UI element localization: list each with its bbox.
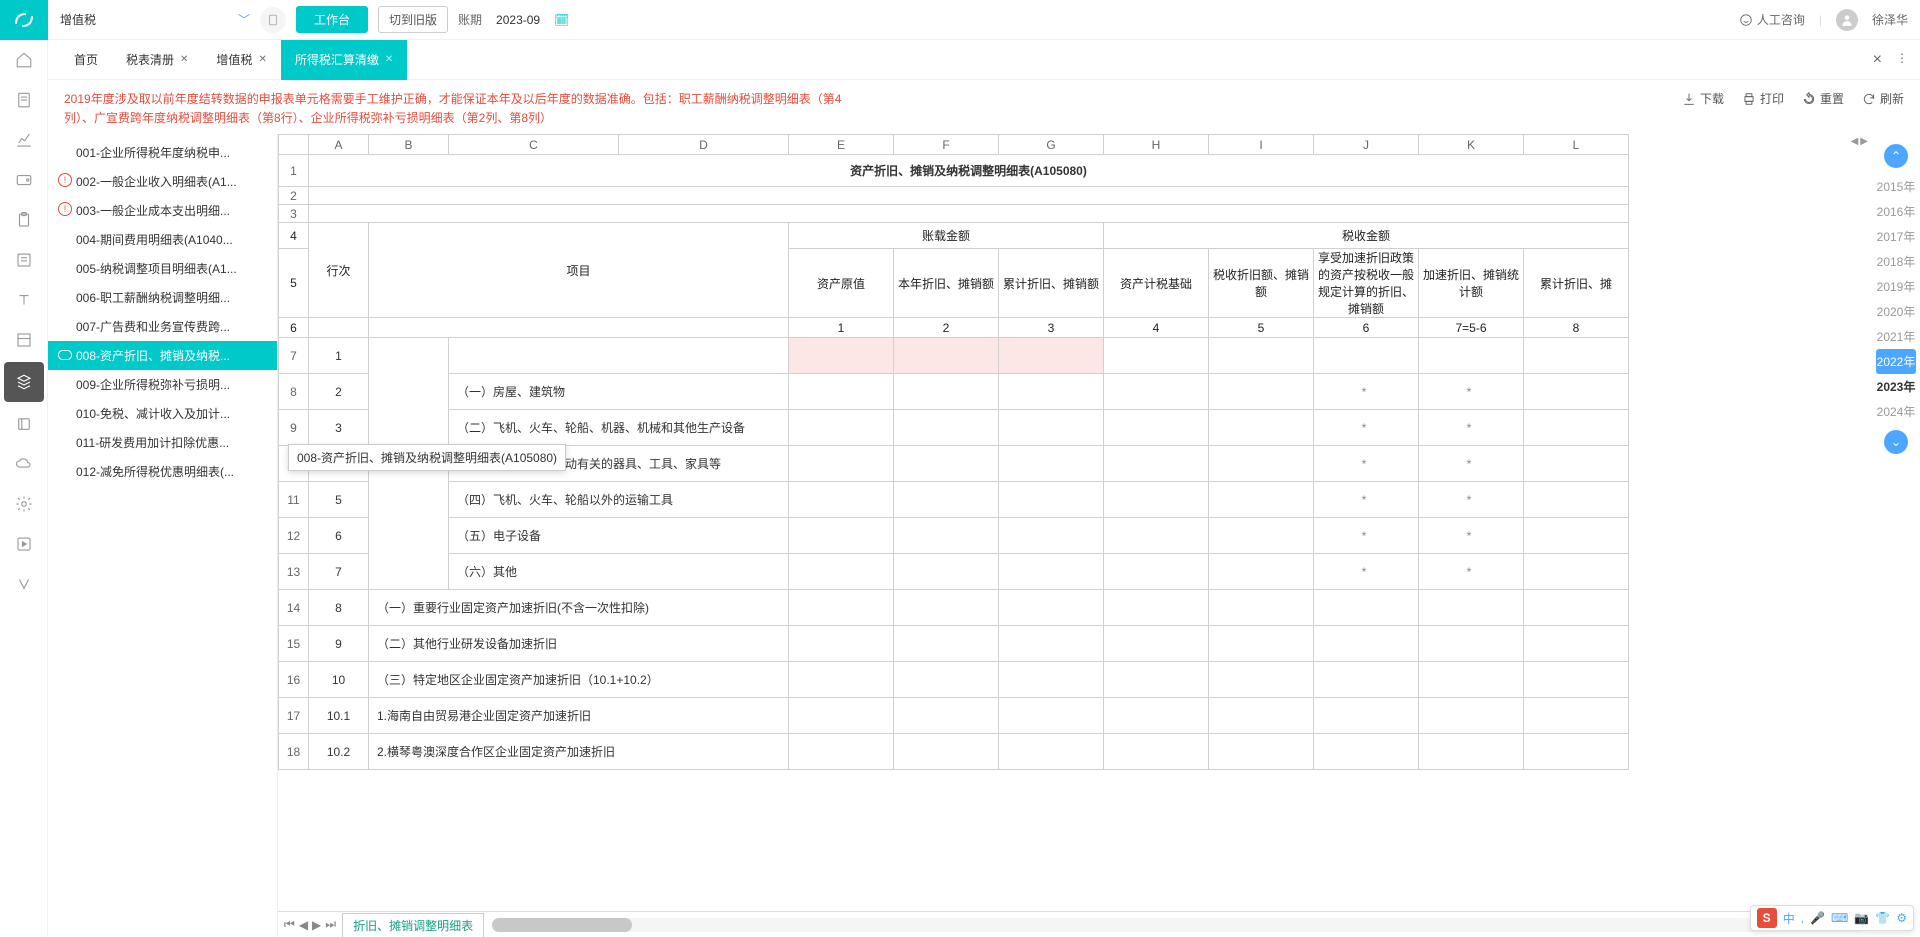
sheet-scroll-right-icon[interactable]: ▶ [1860,136,1868,147]
year-up-button[interactable]: ⌃ [1884,144,1908,168]
sheet-nav-last-icon[interactable]: ⏭ [325,917,336,932]
tab-income-tax[interactable]: 所得税汇算清缴✕ [281,40,407,80]
form-list-item[interactable]: 004-期间费用明细表(A1040... [48,225,277,254]
calendar-icon[interactable]: 🗓 [554,13,569,27]
sheet-scroll-left-icon[interactable]: ◀ [1851,136,1859,147]
nav-wallet-icon[interactable] [0,160,48,200]
year-down-button[interactable]: ⌄ [1884,430,1908,454]
ime-punct-button[interactable]: , [1801,911,1804,925]
tax-type-label: 增值税 [60,11,96,28]
form-list-item[interactable]: 003-一般企业成本支出明细... [48,196,277,225]
year-button[interactable]: 2022年 [1876,349,1916,374]
left-icon-sidebar [0,0,48,937]
form-list-item[interactable]: 005-纳税调整项目明细表(A1... [48,254,277,283]
nav-cloud-icon[interactable] [0,444,48,484]
tab-home[interactable]: 首页 [60,40,112,80]
tax-type-dropdown[interactable]: 增值税 ﹀ [60,11,250,28]
ime-voice-icon[interactable]: 🎤 [1810,911,1825,925]
close-icon[interactable]: ✕ [258,54,266,65]
consult-link[interactable]: 人工咨询 [1739,11,1805,28]
app-logo[interactable] [0,0,48,40]
ime-skin-icon[interactable]: 👕 [1875,911,1890,925]
tab-vat[interactable]: 增值税✕ [202,40,280,80]
year-button[interactable]: 2016年 [1876,199,1916,224]
form-list-item[interactable]: 010-免税、减计收入及加计... [48,399,277,428]
year-button[interactable]: 2017年 [1876,224,1916,249]
nav-receipt-icon[interactable] [0,240,48,280]
ime-logo-icon: S [1757,908,1777,928]
print-button[interactable]: 打印 [1742,90,1784,107]
close-icon[interactable]: ✕ [385,54,393,65]
ime-toolbar[interactable]: S 中 , 🎤 ⌨ 📷 👕 ⚙ [1750,905,1914,931]
nav-box-icon[interactable] [0,320,48,360]
ime-keyboard-icon[interactable]: ⌨ [1831,911,1848,925]
form-list-item[interactable]: 012-减免所得税优惠明细表(... [48,457,277,486]
nav-stack-icon[interactable] [4,362,44,402]
form-list-item[interactable]: 001-企业所得税年度纳税申... [48,138,277,167]
form-list-item[interactable]: 002-一般企业收入明细表(A1... [48,167,277,196]
close-all-tabs-button[interactable]: × [1873,51,1882,69]
user-name[interactable]: 徐泽华 [1872,11,1908,28]
nav-play-icon[interactable] [0,524,48,564]
old-version-button[interactable]: 切到旧版 [378,6,448,33]
nav-clipboard-icon[interactable] [0,200,48,240]
tab-tax-list[interactable]: 税表清册✕ [112,40,202,80]
period-value: 2023-09 [496,13,540,27]
sheet-nav-prev-icon[interactable]: ◀ [299,918,308,932]
refresh-button[interactable]: 刷新 [1862,90,1904,107]
year-button[interactable]: 2018年 [1876,249,1916,274]
warning-notice: 2019年度涉及取以前年度结转数据的申报表单元格需要手工维护正确，才能保证本年及… [64,90,864,128]
ime-settings-icon[interactable]: ⚙ [1896,911,1907,925]
ime-lang-button[interactable]: 中 [1783,910,1795,927]
year-button[interactable]: 2019年 [1876,274,1916,299]
form-list-item[interactable]: 011-研发费用加计扣除优惠... [48,428,277,457]
close-icon[interactable]: ✕ [180,54,188,65]
tabs-bar: 首页 税表清册✕ 增值税✕ 所得税汇算清缴✕ × ⋮ [48,40,1920,80]
reset-button[interactable]: 重置 [1802,90,1844,107]
form-item-tooltip: 008-资产折旧、摊销及纳税调整明细表(A105080) [288,444,566,471]
ime-camera-icon[interactable]: 📷 [1854,911,1869,925]
nav-settings-icon[interactable] [0,484,48,524]
nav-doc-icon[interactable] [0,80,48,120]
nav-v-icon[interactable] [0,564,48,604]
sheet-tab[interactable]: 折旧、摊销调整明细表 [342,913,484,937]
year-button[interactable]: 2023年 [1876,374,1916,399]
sheet-nav-next-icon[interactable]: ▶ [312,918,321,932]
sheet-nav-first-icon[interactable]: ⏮ [284,917,295,932]
year-button[interactable]: 2015年 [1876,174,1916,199]
tabs-more-button[interactable]: ⋮ [1896,51,1908,69]
spreadsheet: ◀ ▶ ABCDEFGHIJKL1资产折旧、摊销及纳税调整明细表(A105080… [278,134,1872,937]
year-button[interactable]: 2021年 [1876,324,1916,349]
horizontal-scrollbar[interactable] [492,918,1864,932]
form-list-panel: 001-企业所得税年度纳税申...002-一般企业收入明细表(A1...003-… [48,134,278,937]
year-rail: ⌃ 2015年2016年2017年2018年2019年2020年2021年202… [1872,134,1920,937]
form-list-item[interactable]: 009-企业所得税弥补亏损明... [48,370,277,399]
form-list-item[interactable]: 006-职工薪酬纳税调整明细... [48,283,277,312]
clipboard-circle-button[interactable] [260,7,286,33]
nav-t-icon[interactable] [0,280,48,320]
nav-chart-icon[interactable] [0,120,48,160]
topbar: 增值税 ﹀ 工作台 切到旧版 账期 2023-09 🗓 人工咨询 | 徐泽华 [48,0,1920,40]
form-list-item[interactable]: 008-资产折旧、摊销及纳税... [48,341,277,370]
year-button[interactable]: 2020年 [1876,299,1916,324]
period-label: 账期 [458,11,482,28]
download-button[interactable]: 下载 [1682,90,1724,107]
chevron-down-icon: ﹀ [238,11,250,28]
year-button[interactable]: 2024年 [1876,399,1916,424]
nav-home-icon[interactable] [0,40,48,80]
avatar-icon[interactable] [1836,9,1858,31]
nav-layers-icon[interactable] [0,404,48,444]
form-list-item[interactable]: 007-广告费和业务宣传费跨... [48,312,277,341]
workspace-button[interactable]: 工作台 [296,6,368,33]
